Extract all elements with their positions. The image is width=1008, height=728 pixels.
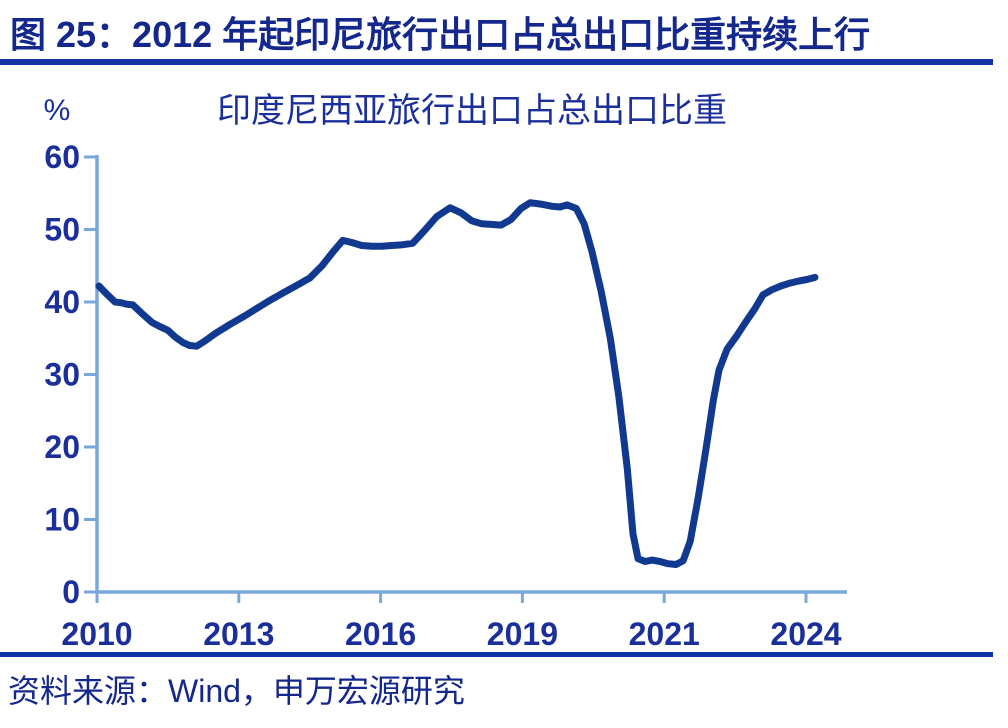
y-tick-label: 20 <box>44 429 80 465</box>
x-tick-label: 2024 <box>770 616 841 652</box>
chart-title: 印度尼西亚旅行出口占总出口比重 <box>217 92 727 130</box>
y-tick-label: 30 <box>44 357 80 393</box>
figure-header-title: 图 25：2012 年起印尼旅行出口占总出口比重持续上行 <box>10 14 871 55</box>
x-tick-label: 2010 <box>61 616 132 652</box>
series-layer <box>95 199 819 568</box>
y-tick-label: 10 <box>44 502 80 538</box>
footer-rule <box>0 652 993 657</box>
y-tick-label: 0 <box>62 574 80 610</box>
x-tick-label: 2021 <box>629 616 700 652</box>
y-axis-unit-label: % <box>44 94 71 127</box>
x-tick-label: 2016 <box>345 616 416 652</box>
x-tick-label: 2019 <box>487 616 558 652</box>
y-tick-label: 40 <box>44 284 80 320</box>
y-tick-label: 50 <box>44 212 80 248</box>
header-rule <box>0 59 993 65</box>
axis-ticks-and-labels: 0 10 20 30 40 50 60 2010 2013 2016 2019 2021 2024 <box>44 139 841 652</box>
source-note: 资料来源：Wind，申万宏源研究 <box>8 673 465 709</box>
x-tick-label: 2013 <box>203 616 274 652</box>
y-tick-label: 60 <box>44 139 80 175</box>
travel-exports-share-series-line <box>95 199 819 568</box>
